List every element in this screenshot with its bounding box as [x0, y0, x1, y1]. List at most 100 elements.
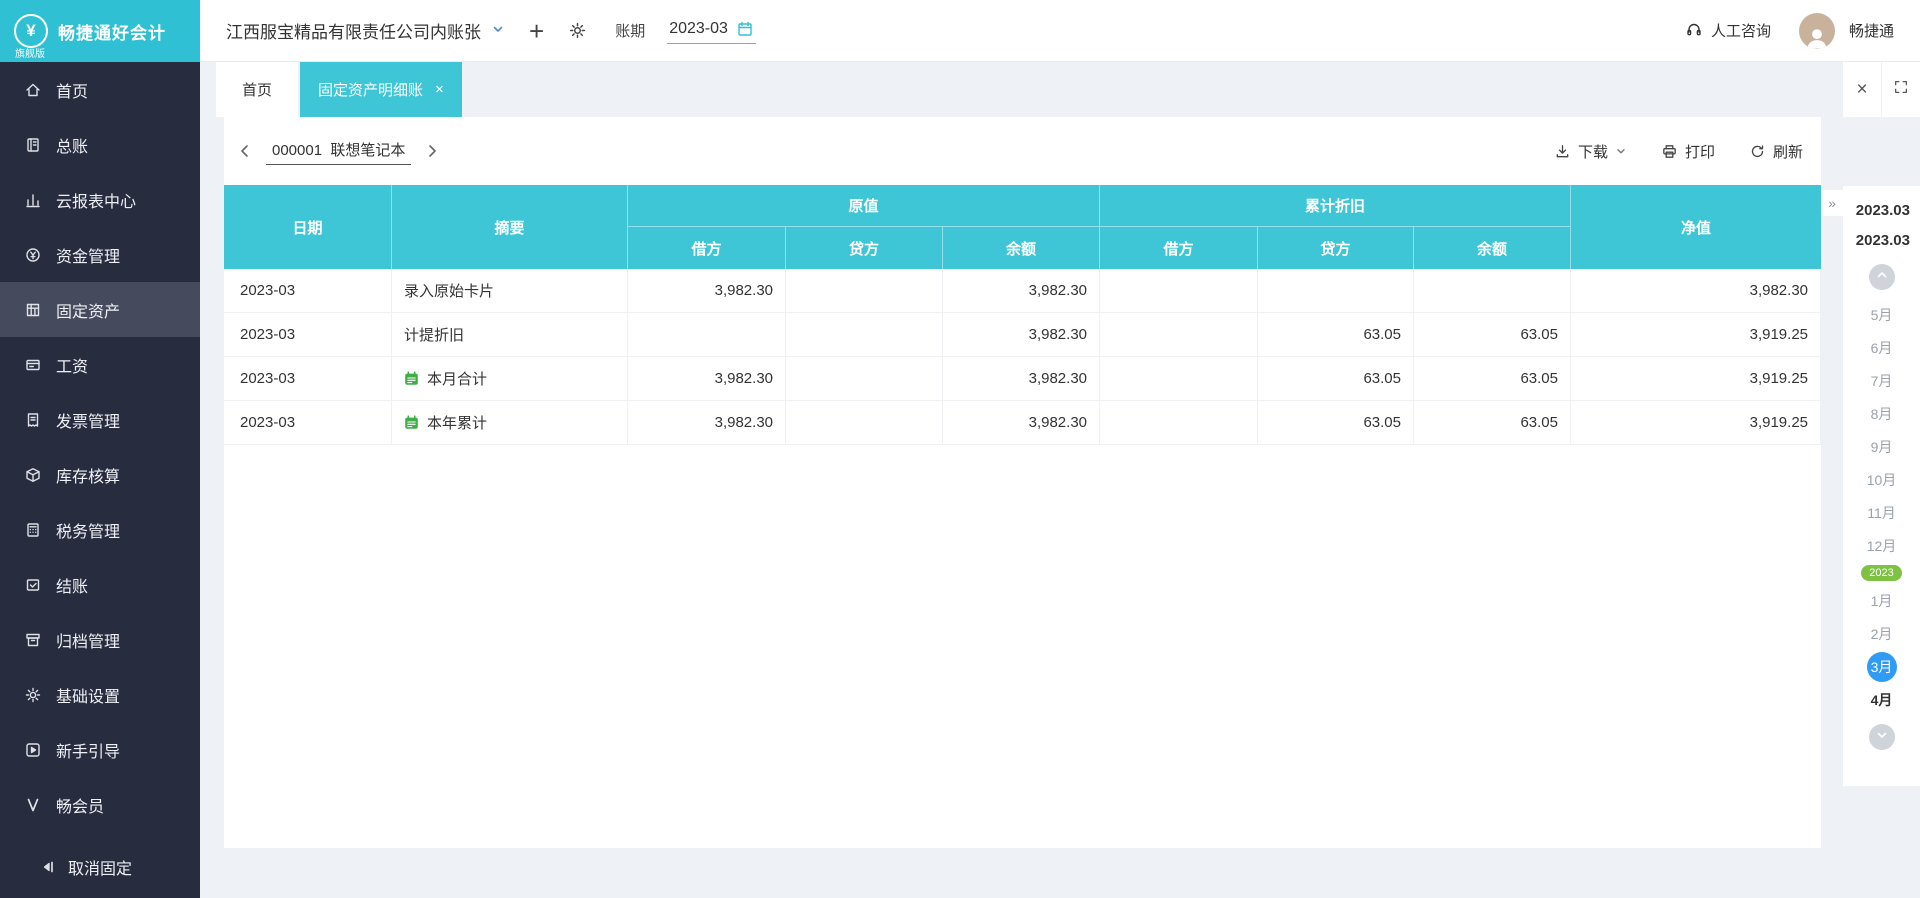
- tab-home[interactable]: 首页: [216, 62, 299, 117]
- timeline-month[interactable]: 4月: [1870, 691, 1893, 708]
- sidebar-item-tax[interactable]: 税务管理: [0, 502, 200, 557]
- table-row[interactable]: 2023-03 计提折旧 3,982.30 63.05 63.05 3,919.…: [224, 313, 1821, 357]
- cell-dep-credit: 63.05: [1258, 313, 1414, 357]
- timeline-month[interactable]: 8月: [1870, 405, 1893, 422]
- sidebar-item-invoices[interactable]: 发票管理: [0, 392, 200, 447]
- header-original-value: 原值: [628, 185, 1100, 227]
- asset-selector[interactable]: 000001 联想笔记本: [266, 137, 412, 165]
- cell-ov-credit: [786, 269, 943, 313]
- download-button[interactable]: 下载: [1554, 141, 1627, 162]
- cell-net: 3,919.25: [1571, 357, 1821, 401]
- cell-net: 3,919.25: [1571, 313, 1821, 357]
- tab-fixed-asset-ledger[interactable]: 固定资产明细账 ×: [300, 62, 462, 117]
- sidebar-item-home[interactable]: 首页: [0, 62, 200, 117]
- download-icon: [1554, 143, 1571, 160]
- sidebar-item-archive[interactable]: 归档管理: [0, 612, 200, 667]
- ledger-table: 日期 摘要 原值 借方 贷方 余额 累计折旧 借方 贷方 余额 净值: [224, 185, 1821, 445]
- cell-summary: 录入原始卡片: [392, 269, 628, 313]
- fullscreen-button[interactable]: [1881, 62, 1920, 117]
- unpin-sidebar-button[interactable]: 取消固定: [0, 846, 200, 888]
- sidebar-item-settings[interactable]: 基础设置: [0, 667, 200, 722]
- cell-ov-credit: [786, 357, 943, 401]
- timeline-month[interactable]: 9月: [1870, 438, 1893, 455]
- table-row[interactable]: 2023-03 本月合计 3,982.30 3,982.30 63.05 63.…: [224, 357, 1821, 401]
- header-credit: 贷方: [786, 227, 943, 269]
- add-account-button[interactable]: +: [529, 15, 545, 46]
- timeline-month[interactable]: 10月: [1866, 471, 1897, 488]
- app-edition: 旗舰版: [15, 49, 45, 60]
- cell-date: 2023-03: [224, 269, 392, 313]
- cell-summary: 本年累计: [392, 401, 628, 445]
- close-tab-icon[interactable]: ×: [435, 81, 444, 98]
- sidebar-item-general-ledger[interactable]: 总账: [0, 117, 200, 172]
- ledger-icon: [24, 136, 42, 154]
- timeline-month[interactable]: 6月: [1870, 339, 1893, 356]
- sidebar-item-payroll[interactable]: 工资: [0, 337, 200, 392]
- table-row[interactable]: 2023-03 本年累计 3,982.30 3,982.30 63.05 63.…: [224, 401, 1821, 445]
- monthly-total-icon: [404, 371, 419, 386]
- header-accumulated-depreciation: 累计折旧: [1100, 185, 1571, 227]
- home-icon: [24, 81, 42, 99]
- sidebar-item-cloud-reports[interactable]: 云报表中心: [0, 172, 200, 227]
- chevron-down-icon: [491, 21, 505, 41]
- account-settings-icon[interactable]: [568, 21, 587, 40]
- cell-ov-balance: 3,982.30: [943, 269, 1100, 313]
- company-selector[interactable]: 江西服宝精品有限责任公司内账张: [226, 18, 505, 43]
- timeline-year-badge: 2023: [1843, 562, 1920, 584]
- sidebar-item-label: 资金管理: [56, 248, 121, 266]
- prev-asset-button[interactable]: [236, 142, 254, 160]
- avatar[interactable]: [1798, 12, 1835, 49]
- sidebar-item-member[interactable]: 畅会员: [0, 777, 200, 832]
- cell-ov-debit: 3,982.30: [628, 269, 786, 313]
- timeline-month[interactable]: 5月: [1870, 306, 1893, 323]
- next-asset-button[interactable]: [423, 142, 441, 160]
- cell-ov-credit: [786, 401, 943, 445]
- member-icon: [24, 796, 42, 814]
- print-button[interactable]: 打印: [1661, 141, 1715, 162]
- timeline-month[interactable]: 1月: [1870, 592, 1893, 609]
- sidebar-item-label: 基础设置: [56, 688, 121, 706]
- timeline-collapse-button[interactable]: »: [1821, 190, 1843, 216]
- timeline-month-active[interactable]: 3月: [1843, 650, 1920, 683]
- period-label: 账期: [615, 23, 646, 40]
- header-group-accumulated-depreciation: 累计折旧 借方 贷方 余额: [1100, 185, 1571, 269]
- sidebar-item-closing[interactable]: 结账: [0, 557, 200, 612]
- sidebar-item-guide[interactable]: 新手引导: [0, 722, 200, 777]
- sidebar-item-inventory[interactable]: 库存核算: [0, 447, 200, 502]
- cell-dep-balance: 63.05: [1414, 313, 1571, 357]
- timeline-month-list: 5月 6月 7月 8月 9月 10月 11月 12月 2023 1月 2月 3月…: [1843, 298, 1920, 716]
- company-name: 江西服宝精品有限责任公司内账张: [226, 23, 481, 42]
- tab-label: 首页: [242, 82, 273, 99]
- header-date: 日期: [224, 185, 392, 269]
- timeline-month[interactable]: 2月: [1870, 625, 1893, 642]
- timeline-month[interactable]: 11月: [1867, 504, 1896, 521]
- close-all-tabs-button[interactable]: ×: [1842, 62, 1881, 117]
- table-row[interactable]: 2023-03 录入原始卡片 3,982.30 3,982.30 3,982.3…: [224, 269, 1821, 313]
- header-summary: 摘要: [392, 185, 628, 269]
- header-group-original-value: 原值 借方 贷方 余额: [628, 185, 1100, 269]
- timeline-month[interactable]: 7月: [1870, 372, 1893, 389]
- chevron-up-icon: [1875, 268, 1889, 287]
- app-logo: ¥ 畅捷通好会计 旗舰版: [0, 0, 200, 62]
- sidebar-item-label: 归档管理: [56, 633, 121, 651]
- print-icon: [1661, 143, 1678, 160]
- unpin-icon: [40, 858, 58, 876]
- timeline-scroll-up-button[interactable]: [1868, 264, 1895, 290]
- cell-dep-debit: [1100, 401, 1258, 445]
- sidebar-item-funds[interactable]: 资金管理: [0, 227, 200, 282]
- download-label: 下载: [1577, 143, 1608, 161]
- refresh-button[interactable]: 刷新: [1749, 141, 1803, 162]
- refresh-icon: [1749, 143, 1766, 160]
- sidebar-item-label: 固定资产: [56, 303, 121, 321]
- cell-ov-balance: 3,982.30: [943, 313, 1100, 357]
- sidebar-item-fixed-assets[interactable]: 固定资产: [0, 282, 200, 337]
- cell-dep-credit: [1258, 269, 1414, 313]
- consult-button[interactable]: 人工咨询: [1685, 20, 1771, 42]
- period-input[interactable]: 2023-03: [667, 17, 756, 44]
- sidebar: ¥ 畅捷通好会计 旗舰版 首页 总账 云报表中心 资金管理 固定资产 工资: [0, 0, 200, 898]
- sidebar-item-label: 结账: [56, 578, 89, 596]
- timeline-month[interactable]: 12月: [1866, 537, 1897, 554]
- cell-ov-credit: [786, 313, 943, 357]
- timeline-scroll-down-button[interactable]: [1868, 724, 1895, 750]
- cell-dep-balance: 63.05: [1414, 401, 1571, 445]
